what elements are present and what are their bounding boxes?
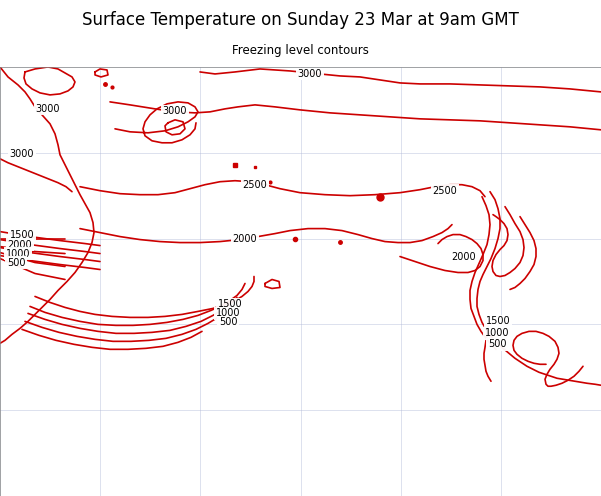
Text: 500: 500 — [7, 257, 25, 267]
Text: 3000: 3000 — [35, 104, 60, 114]
Text: 1000: 1000 — [485, 328, 509, 338]
Text: 2500: 2500 — [243, 180, 267, 189]
Text: 1000: 1000 — [216, 309, 240, 318]
Text: Surface Temperature on Sunday 23 Mar at 9am GMT: Surface Temperature on Sunday 23 Mar at … — [82, 11, 519, 29]
Text: 500: 500 — [488, 339, 506, 349]
Text: 1000: 1000 — [6, 248, 30, 258]
Text: 2000: 2000 — [452, 251, 477, 261]
Text: 2500: 2500 — [433, 186, 457, 196]
Text: 1500: 1500 — [218, 300, 242, 310]
Text: 3000: 3000 — [297, 69, 322, 79]
Text: 1500: 1500 — [486, 316, 510, 326]
Text: 2000: 2000 — [8, 240, 32, 249]
Text: 3000: 3000 — [163, 106, 188, 116]
Text: 500: 500 — [219, 317, 237, 327]
Text: 1500: 1500 — [10, 230, 34, 240]
Text: Freezing level contours: Freezing level contours — [232, 44, 369, 57]
Text: 3000: 3000 — [10, 149, 34, 159]
Text: 2000: 2000 — [233, 234, 257, 244]
